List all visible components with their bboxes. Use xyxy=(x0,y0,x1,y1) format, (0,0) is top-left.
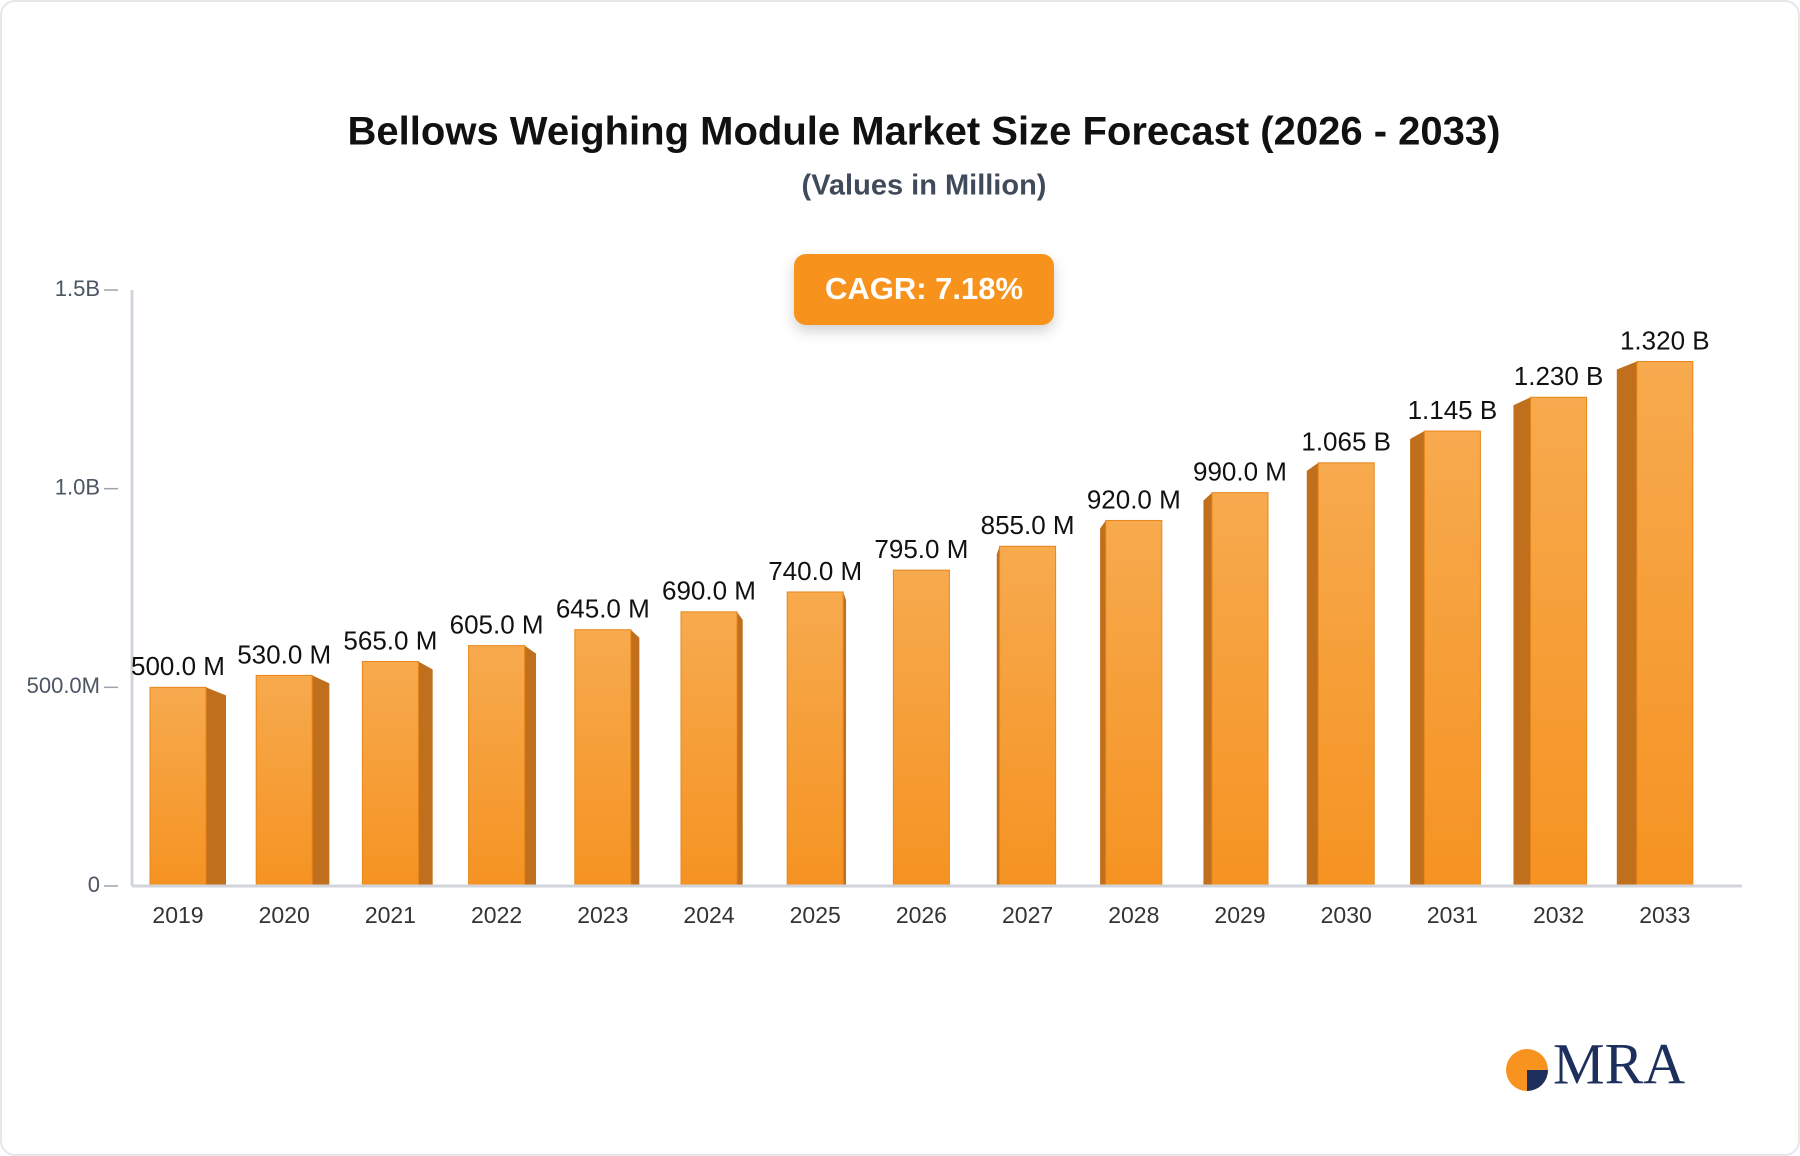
y-tick-label: 1.0B xyxy=(55,474,100,499)
y-tick-label: 1.5B xyxy=(55,276,100,301)
bar-side xyxy=(1410,431,1425,886)
bar xyxy=(1211,492,1269,887)
bar xyxy=(1636,361,1694,887)
bar xyxy=(1317,462,1375,887)
value-label: 605.0 M xyxy=(450,609,544,639)
bar xyxy=(149,686,207,887)
bar xyxy=(786,591,844,887)
bar-side xyxy=(1306,462,1319,886)
chart-subtitle: (Values in Million) xyxy=(802,170,1047,202)
value-label: 920.0 M xyxy=(1087,484,1181,514)
bar-side xyxy=(630,629,640,886)
x-tick-label: 2030 xyxy=(1321,902,1372,928)
value-label: 855.0 M xyxy=(981,510,1075,540)
bar-side xyxy=(1616,361,1637,886)
x-tick-label: 2033 xyxy=(1639,902,1690,928)
bar xyxy=(680,611,738,887)
bar xyxy=(255,674,313,887)
x-tick-label: 2029 xyxy=(1214,902,1265,928)
bar-side xyxy=(737,611,743,886)
x-tick-label: 2023 xyxy=(577,902,628,928)
x-tick-label: 2026 xyxy=(896,902,947,928)
x-tick-label: 2024 xyxy=(683,902,734,928)
value-label: 990.0 M xyxy=(1193,457,1287,487)
bar-side xyxy=(1100,520,1106,886)
value-label: 645.0 M xyxy=(556,594,650,624)
plot: 0 500.0M 1.0B 1.5B 2019 500.0 M 2020 530.0 M 202… xyxy=(27,276,1742,928)
cagr-text: CAGR: 7.18% xyxy=(825,271,1023,306)
bar-side xyxy=(843,591,847,886)
bar-side xyxy=(1203,492,1212,886)
bar xyxy=(1423,430,1481,887)
bar-side xyxy=(1513,397,1531,886)
value-label: 565.0 M xyxy=(343,625,437,655)
x-tick-label: 2031 xyxy=(1427,902,1478,928)
y-tick-label: 0 xyxy=(88,872,100,897)
chart-title: Bellows Weighing Module Market Size Fore… xyxy=(348,110,1501,154)
value-label: 1.145 B xyxy=(1408,395,1498,425)
value-label: 795.0 M xyxy=(874,534,968,564)
value-label: 500.0 M xyxy=(131,651,225,681)
x-tick-label: 2022 xyxy=(471,902,522,928)
bar-side xyxy=(524,645,537,886)
x-tick-label: 2021 xyxy=(365,902,416,928)
value-label: 1.230 B xyxy=(1514,361,1604,391)
bar xyxy=(574,629,632,887)
bar-side xyxy=(206,687,226,886)
bar-side xyxy=(312,675,330,886)
x-tick-label: 2028 xyxy=(1108,902,1159,928)
y-tick-label: 500.0M xyxy=(27,673,100,698)
bar xyxy=(468,645,526,887)
logo-group: MRA xyxy=(1506,1031,1685,1096)
value-label: 530.0 M xyxy=(237,639,331,669)
logo-icon-slice xyxy=(1527,1070,1548,1091)
logo-text: MRA xyxy=(1553,1031,1685,1096)
bar xyxy=(1530,396,1588,887)
value-label: 690.0 M xyxy=(662,576,756,606)
bar-side xyxy=(996,546,1000,886)
bar xyxy=(999,545,1057,887)
value-label: 1.065 B xyxy=(1301,427,1391,457)
bar xyxy=(1105,519,1163,887)
bar xyxy=(361,661,419,887)
x-tick-label: 2032 xyxy=(1533,902,1584,928)
x-tick-label: 2019 xyxy=(152,902,203,928)
bar-side xyxy=(418,661,433,886)
value-label: 740.0 M xyxy=(768,556,862,586)
x-tick-label: 2027 xyxy=(1002,902,1053,928)
cagr-badge xyxy=(794,254,1054,325)
x-tick-label: 2020 xyxy=(259,902,310,928)
x-tick-label: 2025 xyxy=(790,902,841,928)
value-label: 1.320 B xyxy=(1620,325,1710,355)
bar xyxy=(892,569,950,887)
